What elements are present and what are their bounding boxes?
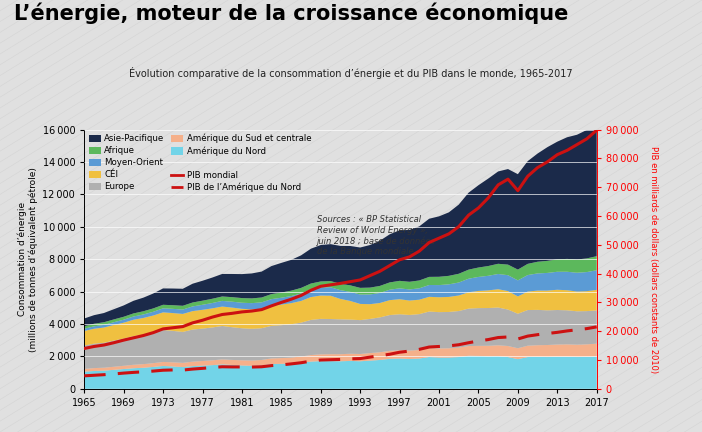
Text: L’énergie, moteur de la croissance économique: L’énergie, moteur de la croissance écono… bbox=[14, 2, 569, 24]
Text: Évolution comparative de la consommation d’énergie et du PIB dans le monde, 1965: Évolution comparative de la consommation… bbox=[129, 67, 573, 79]
Y-axis label: Consommation d’énergie
(millions de tonnes d’équivalent pétrole): Consommation d’énergie (millions de tonn… bbox=[18, 167, 39, 352]
Text: Sources : « BP Statistical
Review of World Energy »,
juin 2018 ; base de données: Sources : « BP Statistical Review of Wor… bbox=[317, 215, 436, 256]
Y-axis label: PIB en milliards de dollars (dollars constants de 2010): PIB en milliards de dollars (dollars con… bbox=[649, 146, 658, 373]
Legend: Asie-Pacifique, Afrique, Moyen-Orient, CÉI, Europe, Amérique du Sud et centrale,: Asie-Pacifique, Afrique, Moyen-Orient, C… bbox=[88, 134, 311, 193]
